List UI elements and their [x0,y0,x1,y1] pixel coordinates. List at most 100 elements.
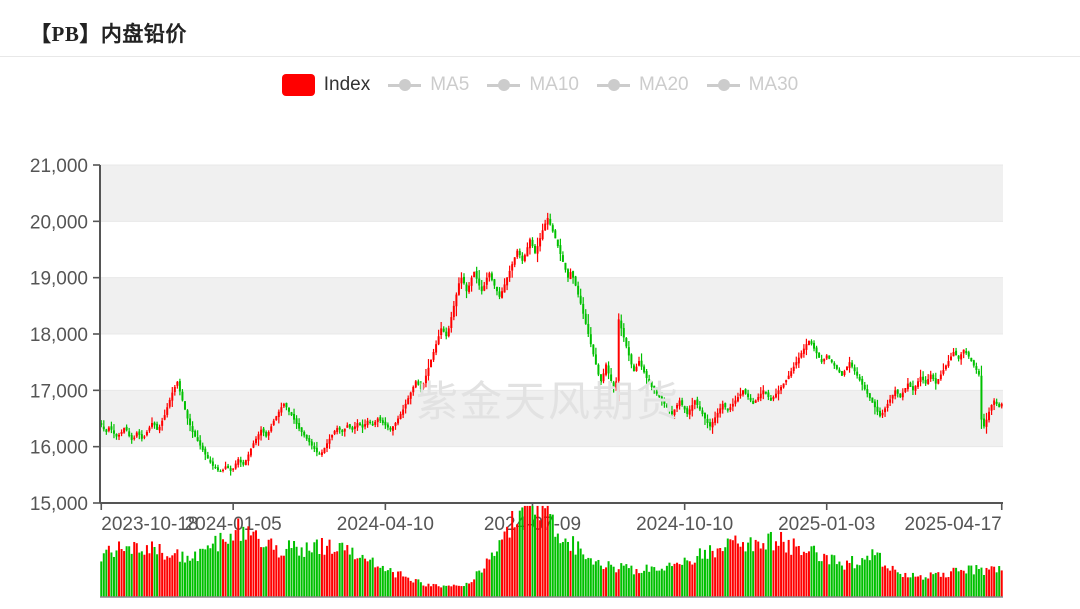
volume-bar [450,586,453,597]
candle-body [290,412,293,416]
volume-bar [889,570,892,597]
candle-body [589,334,592,345]
candle-body [950,356,953,361]
candle-body [485,277,488,285]
volume-bar [828,564,831,597]
volume-bar [252,531,255,597]
volume-bar [747,542,750,597]
legend-item-ma10[interactable]: MA10 [487,74,579,96]
candle-body [320,452,323,455]
volume-bar [214,535,217,597]
volume-bar [490,552,493,597]
volume-bar [668,562,671,597]
legend-item-ma30[interactable]: MA30 [706,74,798,96]
volume-bar [780,531,783,597]
volume-bar [452,584,455,597]
volume-bar [303,556,306,597]
candle-body [754,400,757,403]
volume-bar [166,556,169,597]
volume-bar [455,585,458,597]
candle-body [128,431,131,436]
candle-body [534,245,537,253]
volume-bar [610,564,613,597]
legend-item-ma5[interactable]: MA5 [388,74,469,96]
volume-bar [397,571,400,597]
candle-body [615,381,618,388]
volume-bar [369,559,372,597]
volume-bar [858,565,861,597]
candle-body [965,351,968,354]
candle-body [237,459,240,465]
candle-body [759,393,762,399]
candle-body [414,381,417,388]
candle-body [899,393,902,398]
legend-item-index[interactable]: Index [281,74,370,96]
volume-bar [561,541,564,597]
candle-body [757,397,760,401]
candle-body [110,426,113,430]
volume-bar [234,530,237,597]
volume-bar [960,569,963,597]
candle-body [130,435,133,440]
candle-body [364,424,367,427]
volume-bar [835,564,838,597]
candle-body [222,469,225,471]
volume-bar [617,569,620,597]
volume-bar [937,572,940,597]
candle-body [549,218,552,225]
candle-body [528,239,531,249]
volume-bar [899,573,902,597]
candle-body [993,400,996,405]
candlestick-chart[interactable]: 15,000 16,000 17,000 18,000 19,000 20,000 21,0… [0,104,1080,609]
volume-bar [815,552,818,597]
volume-bar [128,546,131,597]
volume-bar [199,548,202,597]
volume-bar [409,580,412,597]
volume-bar [254,530,257,597]
volume-bar [721,551,724,597]
candle-body [462,276,465,284]
candle-body [381,420,384,424]
candle-body [526,247,529,257]
candle-body [544,223,547,231]
volume-bar [417,579,420,597]
candle-body [551,225,554,232]
volume-bar [407,577,410,597]
candle-body [630,354,633,365]
volume-bar [501,539,504,597]
volume-bar [805,552,808,597]
candle-body [145,432,148,436]
legend-item-ma20[interactable]: MA20 [596,74,689,96]
candle-body [577,285,580,295]
volume-bar [840,565,843,597]
volume-bar [513,527,516,597]
volume-bar [952,567,955,597]
candle-body [914,385,917,391]
candle-body [701,410,704,414]
candle-body [800,353,803,358]
volume-bar [752,551,755,597]
volume-bar [676,562,679,597]
volume-bar [178,561,181,597]
candle-body [873,401,876,408]
volume-bar [181,551,184,597]
volume-bar [719,548,722,597]
candle-body [815,347,818,354]
candle-body [853,367,856,372]
candle-body [944,365,947,370]
volume-bar [511,510,514,597]
volume-bar [673,563,676,597]
volume-bar [379,567,382,597]
volume-bar [534,514,537,597]
candle-body [802,348,805,354]
volume-bar [358,557,361,597]
candle-body [303,431,306,436]
volume-bar [896,572,899,597]
candle-body [376,418,379,423]
volume-bar [539,520,542,597]
volume-bar [473,579,476,597]
volume-bar [625,564,628,597]
candle-body [490,273,493,280]
candle-body [181,391,184,401]
candle-body [465,284,468,292]
